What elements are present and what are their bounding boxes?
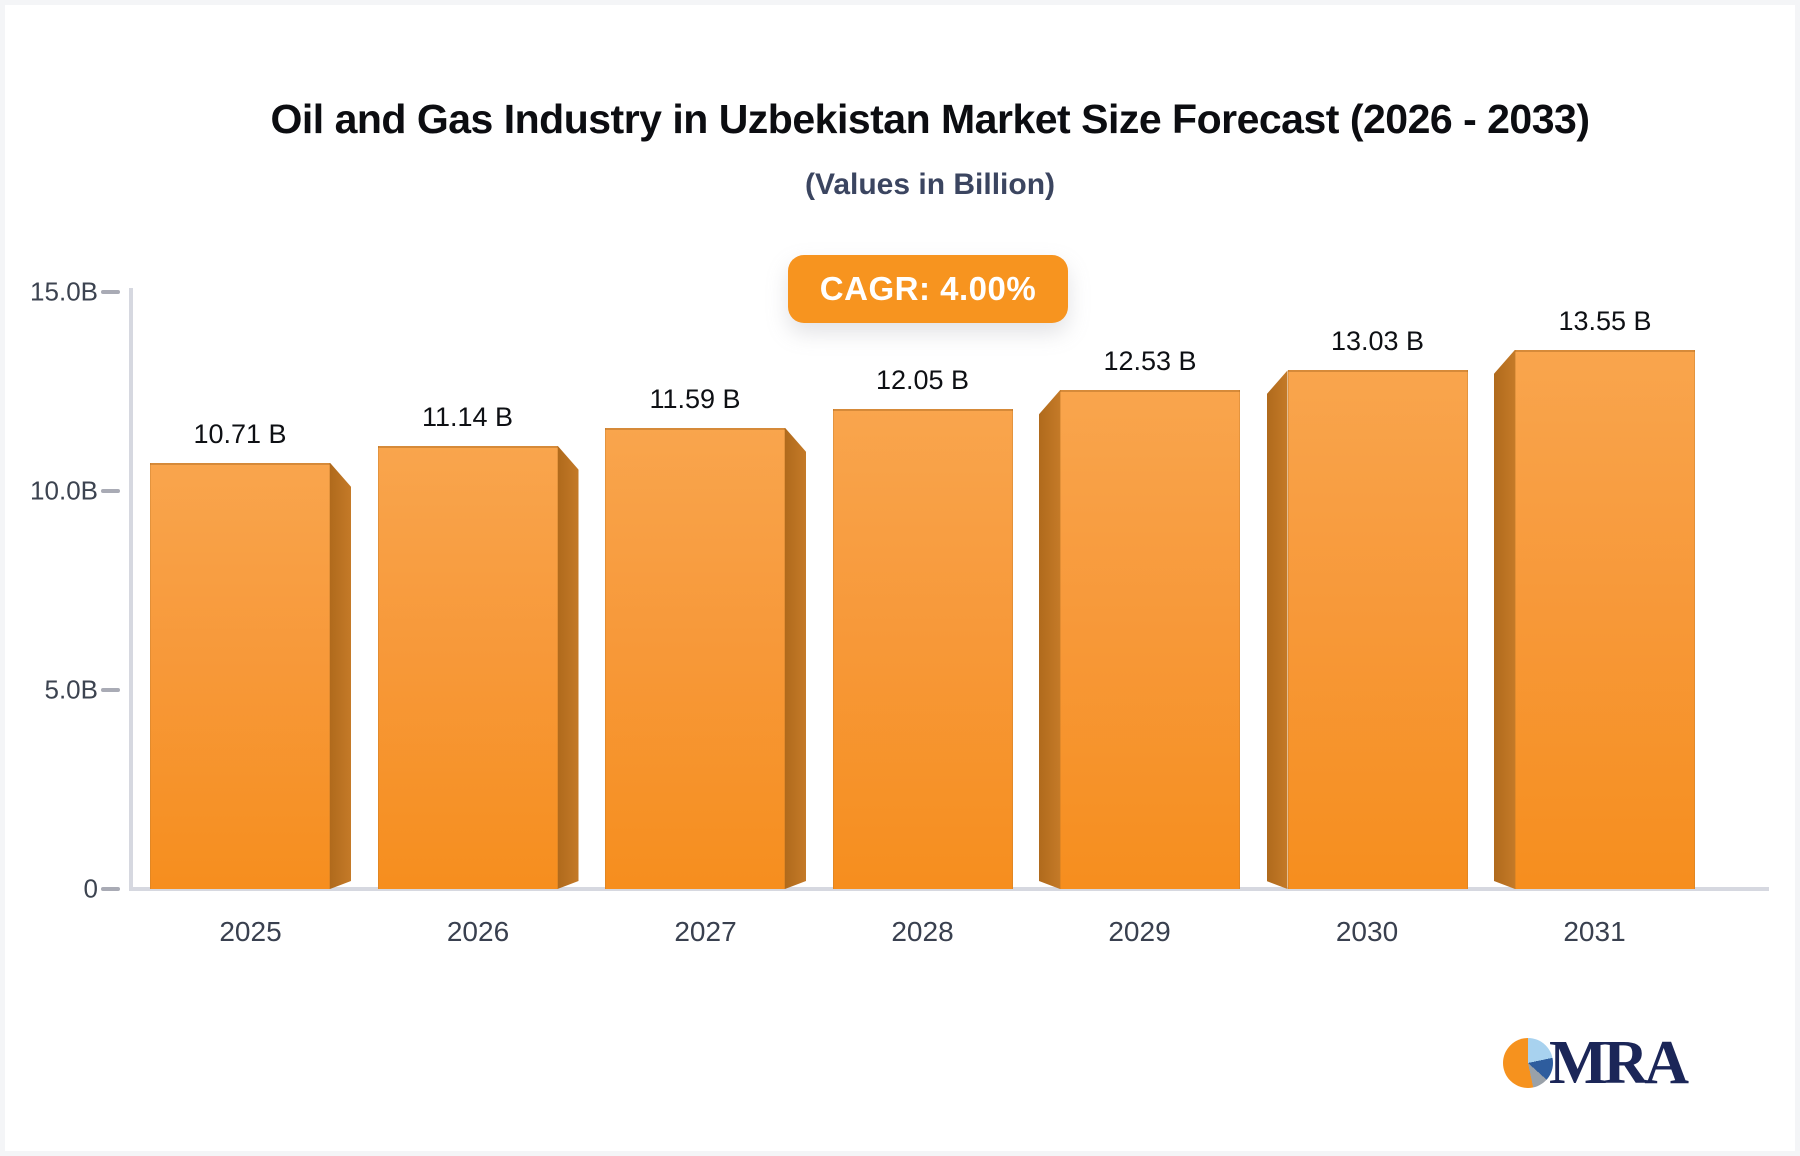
x-axis-label: 2027 bbox=[674, 916, 737, 947]
bar-3d-side bbox=[1494, 350, 1515, 889]
bar-3d-side bbox=[1267, 370, 1288, 889]
x-axis-line bbox=[129, 887, 1769, 891]
bar-2030[interactable] bbox=[1287, 370, 1468, 889]
bar-3d-side bbox=[558, 446, 579, 889]
bar-value-label: 11.59 B bbox=[649, 383, 741, 414]
x-axis-label: 2025 bbox=[219, 916, 282, 947]
pie-chart-logo-icon bbox=[1503, 1038, 1553, 1088]
bar-2027[interactable] bbox=[605, 427, 785, 889]
bar-3d-side bbox=[785, 428, 806, 889]
x-axis-label: 2026 bbox=[446, 916, 510, 947]
bar-value-label: 12.05 B bbox=[875, 365, 970, 396]
bar-2028[interactable] bbox=[832, 409, 1013, 889]
y-tick-label: 15.0B bbox=[30, 276, 98, 307]
y-axis-line bbox=[129, 288, 133, 891]
x-axis-label: 2031 bbox=[1563, 916, 1626, 947]
bar-2026[interactable] bbox=[377, 445, 558, 889]
y-tick-mark bbox=[101, 489, 120, 493]
bar-value-label: 12.53 B bbox=[1103, 346, 1197, 377]
y-tick-label: 5.0B bbox=[44, 674, 99, 705]
y-tick-label: 0 bbox=[83, 873, 98, 904]
y-tick-mark bbox=[101, 688, 120, 692]
bar-3d-side bbox=[330, 463, 351, 889]
y-tick-label: 10.0B bbox=[30, 475, 98, 506]
y-tick-mark bbox=[101, 887, 120, 891]
bar-value-label: 13.55 B bbox=[1558, 305, 1652, 336]
bar-2031[interactable] bbox=[1515, 349, 1695, 889]
bar-value-label: 13.03 B bbox=[1330, 326, 1425, 357]
y-tick-mark bbox=[101, 290, 120, 294]
mra-logo[interactable]: MRA bbox=[1503, 1029, 1689, 1097]
bar-value-label: 11.14 B bbox=[421, 401, 514, 432]
x-axis-label: 2030 bbox=[1335, 916, 1399, 947]
chart-subtitle: (Values in Billion) bbox=[804, 168, 1056, 201]
bar-value-label: 10.71 B bbox=[193, 418, 287, 449]
cagr-badge: CAGR: 4.00% bbox=[788, 255, 1068, 323]
mra-logo-text: MRA bbox=[1549, 1029, 1689, 1097]
x-axis-label: 2028 bbox=[891, 916, 954, 947]
bar-3d-side bbox=[1039, 390, 1060, 889]
bar-2029[interactable] bbox=[1060, 390, 1240, 889]
chart-title: Oil and Gas Industry in Uzbekistan Marke… bbox=[270, 96, 1590, 142]
bar-2025[interactable] bbox=[150, 462, 330, 889]
x-axis-label: 2029 bbox=[1108, 916, 1171, 947]
